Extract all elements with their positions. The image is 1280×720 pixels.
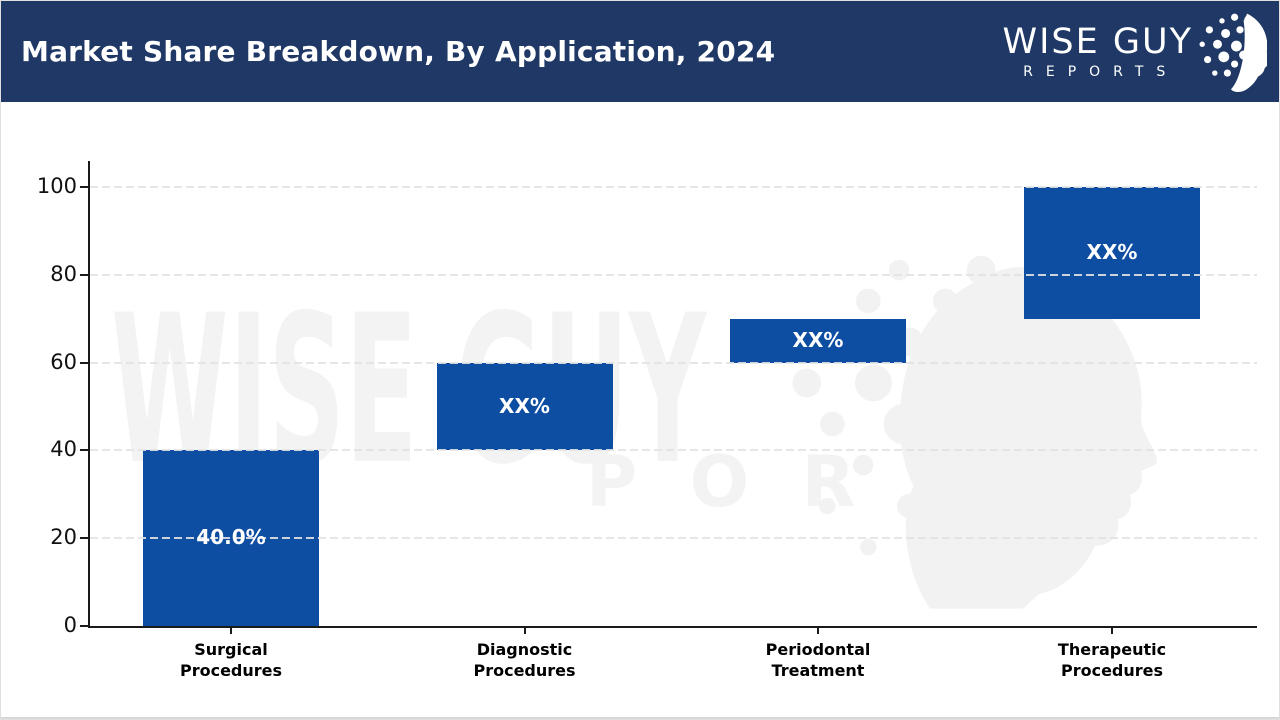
logo-text: WISE GUY REPORTS xyxy=(1002,21,1193,81)
watermark-face-icon xyxy=(792,255,1157,609)
y-tick-80 xyxy=(80,273,88,276)
y-tick-label-80: 80 xyxy=(50,261,77,286)
x-category-label: Surgical Procedures xyxy=(179,640,283,680)
gridline-80 xyxy=(90,273,1257,276)
page-title: Market Share Breakdown, By Application, … xyxy=(21,35,776,68)
y-tick-label-0: 0 xyxy=(63,613,77,637)
y-tick-20 xyxy=(80,537,88,540)
bar-value-label: 40.0% xyxy=(196,525,266,550)
x-category-label: Therapeutic Procedures xyxy=(1057,640,1167,680)
x-tick-2 xyxy=(523,628,526,634)
bar-value-label: XX% xyxy=(1086,239,1138,264)
y-tick-label-100: 100 xyxy=(36,174,77,198)
header-bar: Market Share Breakdown, By Application, … xyxy=(1,1,1279,102)
logo-face-icon xyxy=(1199,13,1267,92)
logo-subtitle: REPORTS xyxy=(1023,64,1179,80)
bottom-divider xyxy=(1,717,1279,719)
y-axis-line xyxy=(88,161,90,628)
y-tick-label-20: 20 xyxy=(50,525,77,550)
gridline-100 xyxy=(90,186,1257,188)
y-tick-100 xyxy=(80,186,88,188)
y-tick-label-40: 40 xyxy=(50,437,77,462)
x-axis-line xyxy=(88,626,1257,628)
bar-value-label: XX% xyxy=(792,327,844,352)
x-tick-4 xyxy=(1111,628,1113,634)
y-tick-60 xyxy=(80,361,88,364)
y-tick-40 xyxy=(80,449,88,452)
gridline-20 xyxy=(90,537,1257,540)
x-category-label: Diagnostic Procedures xyxy=(473,640,576,680)
x-tick-3 xyxy=(817,628,819,634)
gridline-40 xyxy=(90,449,1257,452)
bar-therapeutic xyxy=(1024,187,1200,319)
x-tick-1 xyxy=(230,628,232,634)
gridline-60 xyxy=(90,361,1257,364)
bar-periodontal xyxy=(730,318,906,363)
wise-guy-reports-logo: WISE GUY REPORTS xyxy=(1002,7,1267,95)
x-category-label: Periodontal Treatment xyxy=(765,640,871,680)
bar-diagnostic xyxy=(436,362,613,451)
y-tick-0 xyxy=(80,625,88,627)
y-tick-label-60: 60 xyxy=(50,349,77,374)
logo-wordmark: WISE GUY xyxy=(1002,22,1193,62)
bar-value-label: XX% xyxy=(499,393,550,418)
